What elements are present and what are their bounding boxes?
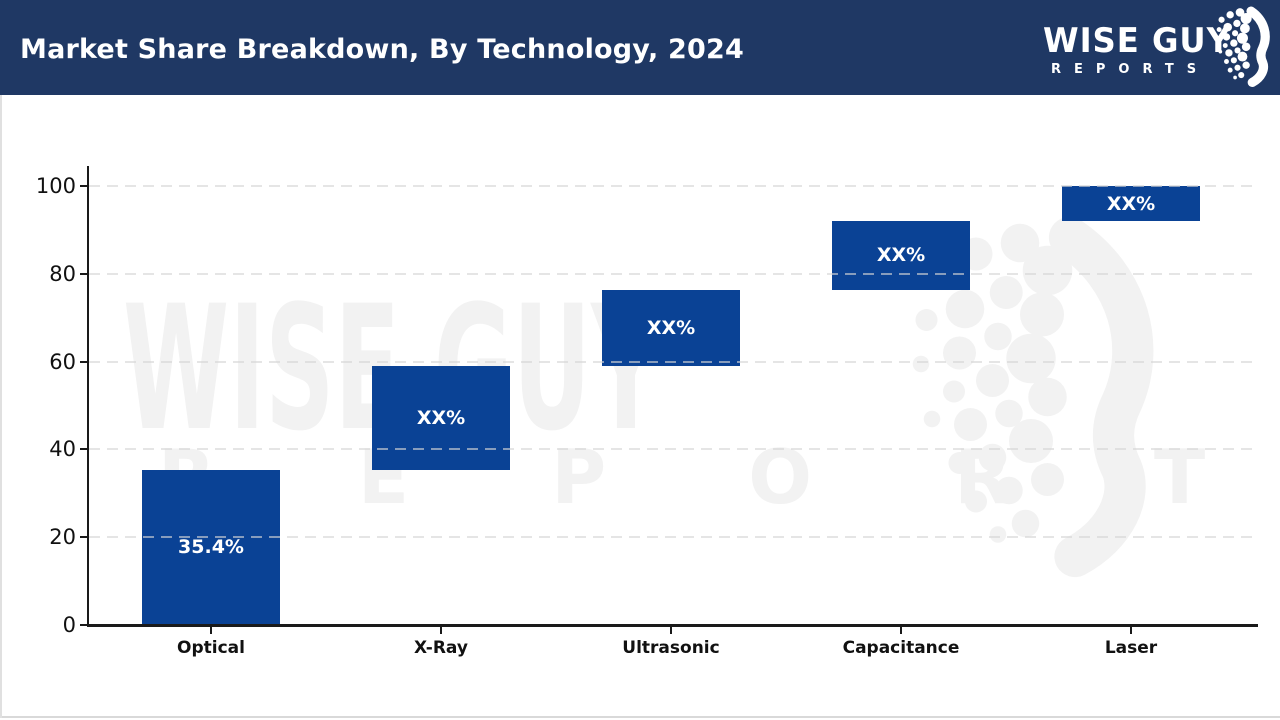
y-tick — [80, 536, 88, 539]
y-axis-tick-label: 20 — [49, 525, 76, 550]
logo-wordmark: WISE GUY — [1043, 21, 1231, 61]
x-tick — [1130, 625, 1132, 634]
x-axis-label-optical: Optical — [177, 638, 245, 658]
bar-laser — [1062, 186, 1200, 222]
logo-subtext: REPORTS — [1051, 62, 1210, 77]
bar-value-label: 35.4% — [178, 536, 244, 559]
bar-optical — [142, 469, 280, 625]
x-tick — [900, 625, 902, 634]
gridline-40 — [89, 448, 1256, 451]
y-axis-tick-label: 100 — [35, 174, 76, 198]
y-tick — [80, 624, 88, 626]
chart-title: Market Share Breakdown, By Technology, 2… — [20, 34, 745, 65]
y-tick — [80, 185, 88, 187]
x-axis-label-ultrasonic: Ultrasonic — [622, 638, 720, 658]
header: Market Share Breakdown, By Technology, 2… — [0, 0, 1280, 95]
bar-value-label: XX% — [646, 316, 696, 339]
x-tick — [440, 625, 442, 634]
x-tick — [210, 625, 212, 634]
figure-border-bottom — [0, 716, 1280, 718]
x-axis-label-capacitance: Capacitance — [842, 638, 960, 658]
x-axis-label-laser: Laser — [1104, 638, 1158, 658]
bar-value-label: XX% — [1106, 192, 1156, 215]
y-tick — [80, 272, 88, 275]
gridline-100 — [89, 185, 1256, 187]
y-tick — [80, 360, 88, 363]
bar-x-ray — [372, 365, 510, 470]
gridline-20 — [89, 536, 1256, 539]
x-axis-spine — [87, 624, 1258, 627]
x-tick — [670, 625, 672, 634]
y-tick — [80, 448, 88, 451]
logo-head-icon — [1216, 6, 1270, 88]
gridline-60 — [89, 360, 1256, 363]
gridline-80 — [89, 272, 1256, 275]
y-axis-tick-label: 60 — [49, 349, 76, 374]
bar-ultrasonic — [602, 289, 740, 366]
y-axis-tick-label: 40 — [49, 437, 76, 462]
y-axis-spine — [87, 166, 89, 627]
figure-border-left — [0, 95, 2, 718]
y-axis-tick-label: 80 — [49, 261, 76, 286]
watermark-head-icon — [912, 216, 1154, 578]
y-axis-tick-label: 0 — [62, 613, 76, 637]
bar-value-label: XX% — [876, 244, 926, 267]
bar-capacitance — [832, 221, 970, 290]
bar-value-label: XX% — [416, 406, 466, 429]
plot-area: WISE GUY R E P O R T S 35.4%OpticalXX%X-… — [0, 95, 1280, 720]
watermark-subtext: R E P O R T S — [158, 433, 1280, 521]
x-axis-label-x-ray: X-Ray — [414, 638, 468, 658]
